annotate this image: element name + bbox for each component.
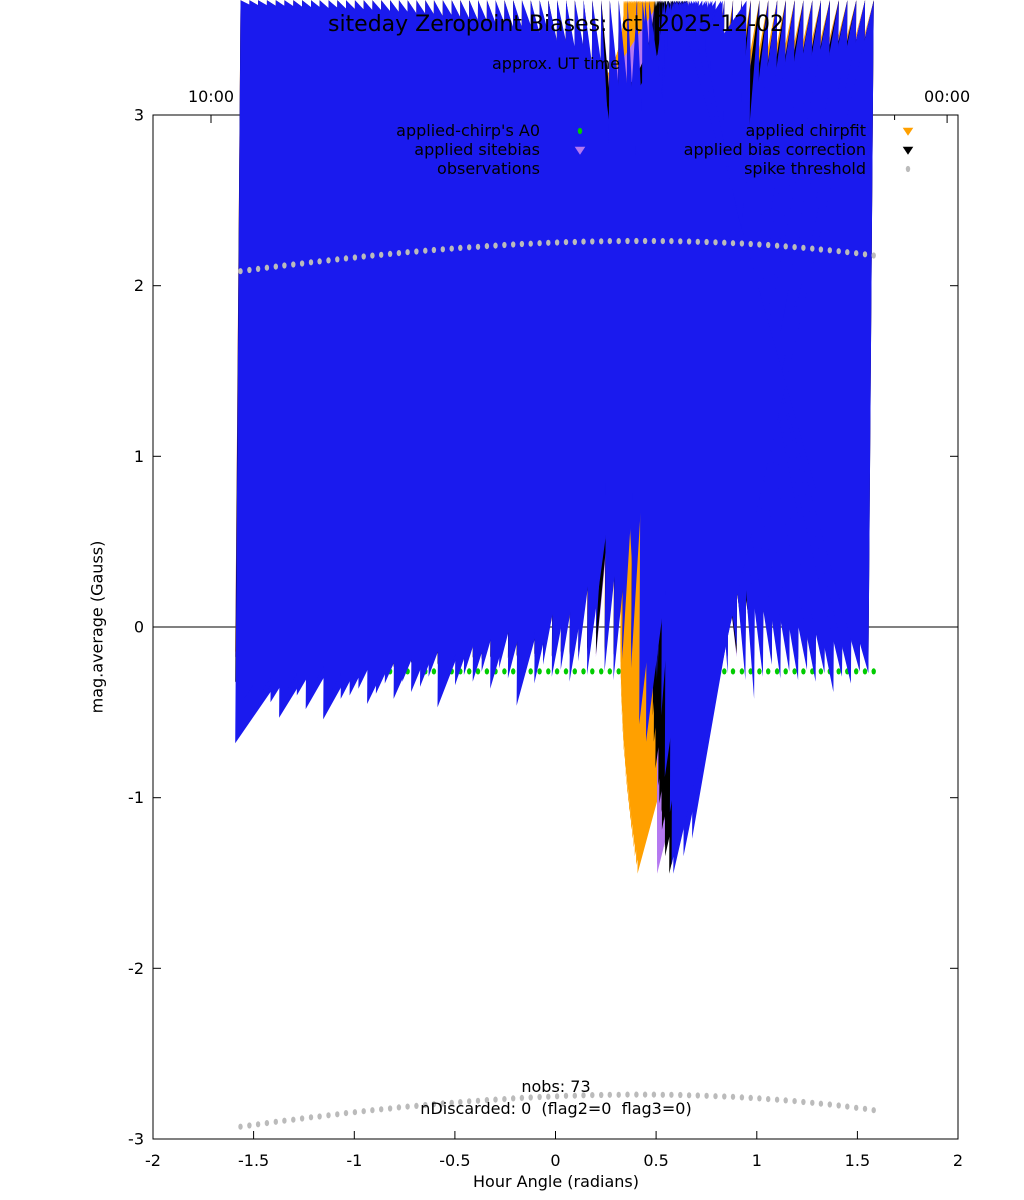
svg-text:observations: observations: [437, 159, 540, 178]
svg-text:0: 0: [550, 1151, 560, 1170]
top-axis-title: approx. UT time: [492, 54, 620, 73]
svg-text:applied-chirp's A0: applied-chirp's A0: [396, 121, 540, 140]
svg-text:applied bias correction: applied bias correction: [684, 140, 866, 159]
svg-text:2: 2: [953, 1151, 963, 1170]
x-axis-ticks: -2 -1.5 -1 -0.5 0 0.5 1 1.5 2: [145, 1131, 963, 1170]
svg-text:applied chirpfit: applied chirpfit: [745, 121, 866, 140]
y-axis-ticks: 3 2 1 0 -1 -2 -3: [128, 106, 958, 1149]
svg-text:-3: -3: [128, 1130, 144, 1149]
svg-text:0.5: 0.5: [643, 1151, 668, 1170]
svg-text:10:00: 10:00: [188, 87, 234, 106]
legend: applied-chirp's A0 applied chirpfitapplie…: [396, 121, 914, 178]
svg-text:-0.5: -0.5: [439, 1151, 470, 1170]
svg-text:spike threshold: spike threshold: [744, 159, 866, 178]
svg-text:00:00: 00:00: [924, 87, 970, 106]
svg-text:-1: -1: [346, 1151, 362, 1170]
series-observations: [235, 0, 874, 874]
y-axis-title: mag.average (Gauss): [87, 540, 107, 714]
svg-text:3: 3: [134, 106, 144, 125]
svg-text:0: 0: [134, 618, 144, 637]
svg-text:1.5: 1.5: [845, 1151, 870, 1170]
svg-text:-2: -2: [128, 959, 144, 978]
x-axis-title: Hour Angle (radians): [473, 1172, 639, 1191]
series-spike: [238, 237, 876, 1130]
svg-text:-1.5: -1.5: [238, 1151, 269, 1170]
svg-text:1: 1: [752, 1151, 762, 1170]
svg-text:2: 2: [134, 276, 144, 295]
chart-title: siteday Zeropoint Biases: ct 2025-12-02: [327, 12, 785, 37]
svg-text:applied sitebias: applied sitebias: [414, 140, 540, 159]
svg-text:1: 1: [134, 447, 144, 466]
svg-text:-1: -1: [128, 788, 144, 807]
nobs-annotation: nobs: 73: [521, 1077, 591, 1096]
ndiscarded-annotation: nDiscarded: 0 (flag2=0 flag3=0): [420, 1099, 692, 1118]
svg-text:-2: -2: [145, 1151, 161, 1170]
